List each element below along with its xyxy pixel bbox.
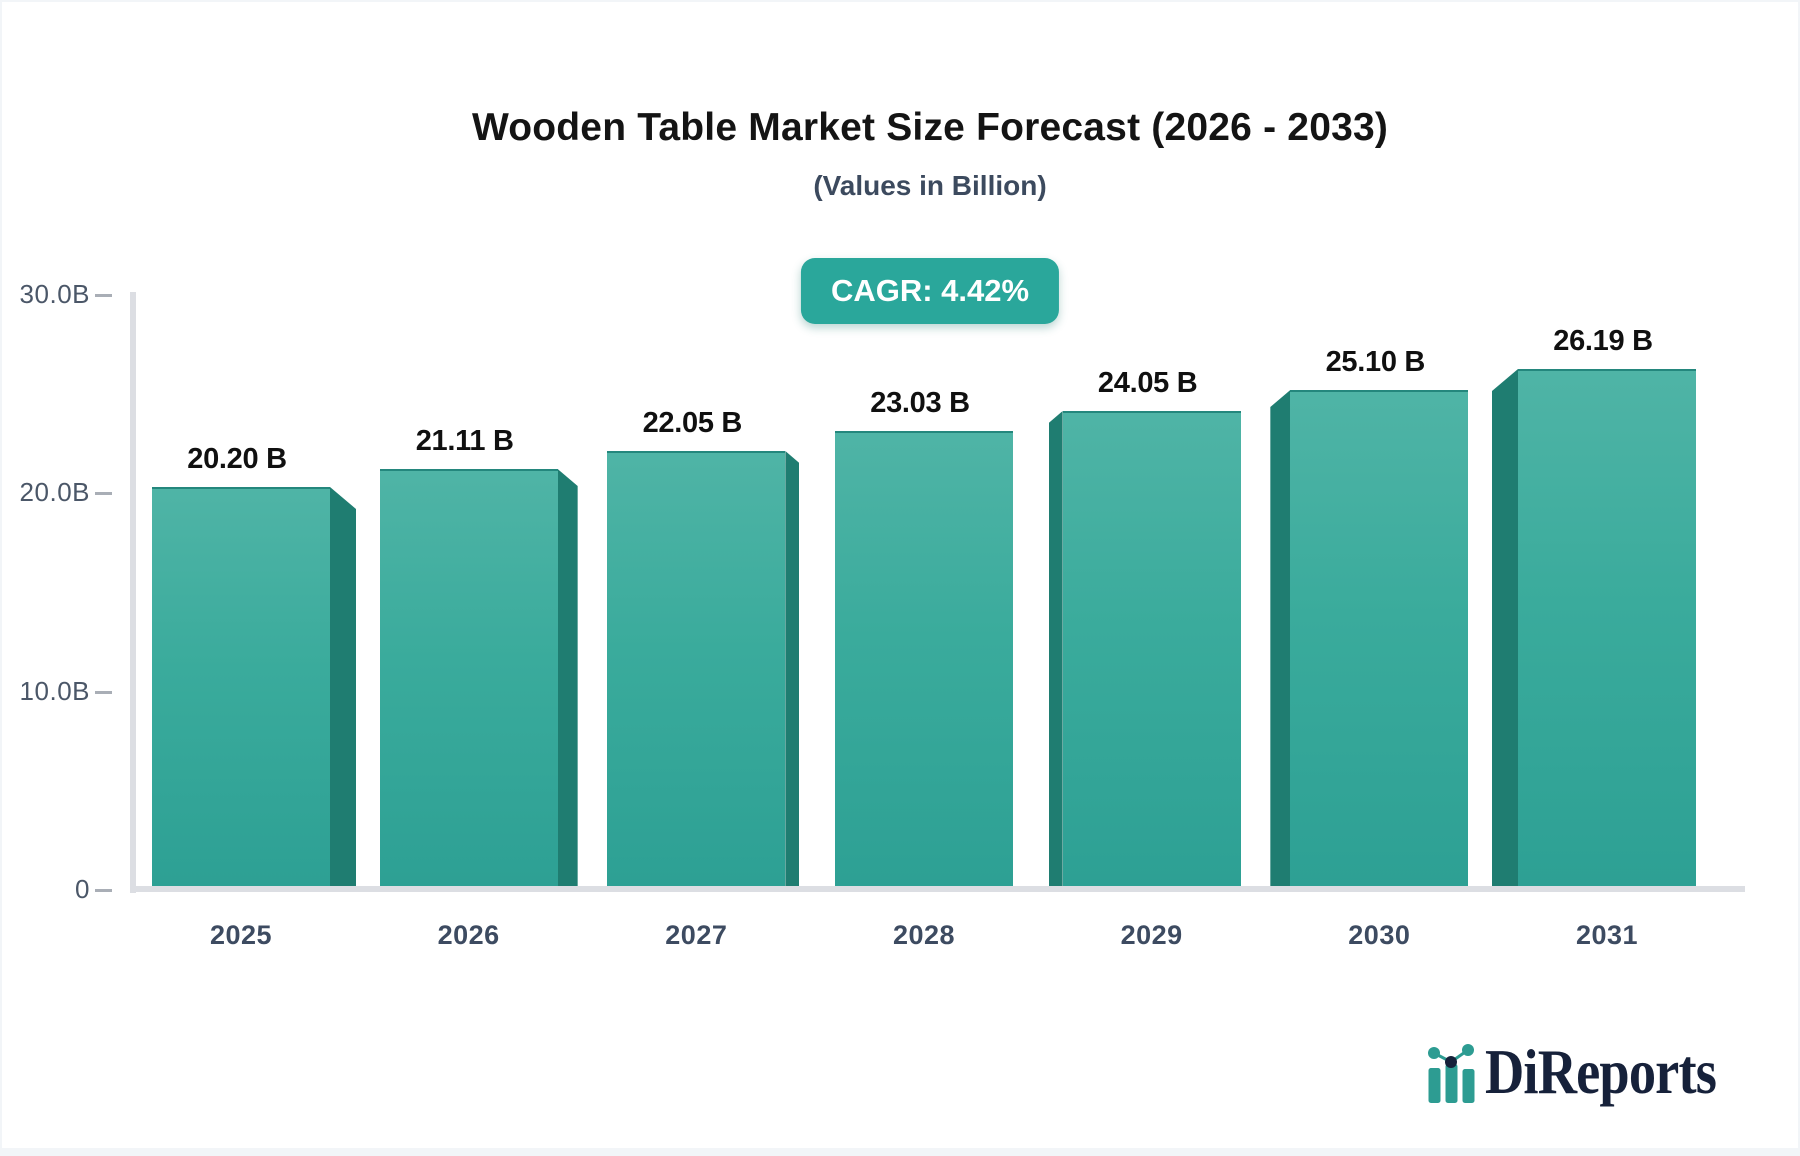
y-axis-tick-label: 30.0B [19, 279, 90, 309]
mini-bar-chart-icon [1428, 1044, 1475, 1103]
chart-title: Wooden Table Market Size Forecast (2026 … [471, 106, 1389, 149]
bar-2028 [835, 431, 1013, 888]
bar-2029 [1048, 411, 1241, 888]
bar-face [379, 469, 558, 888]
x-axis-label-2026: 2026 [437, 920, 500, 950]
x-axis-label-2028: 2028 [892, 920, 956, 950]
bar-value-label: 20.20 B [187, 443, 287, 475]
x-axis-label-2025: 2025 [209, 920, 273, 950]
x-axis-label-2030: 2030 [1348, 920, 1411, 950]
bar-2026 [379, 469, 578, 888]
bar-face [835, 431, 1013, 888]
chart-subtitle: (Values in Billion) [813, 170, 1047, 201]
bar-face [1290, 390, 1469, 888]
bar-value-label: 21.11 B [415, 425, 514, 457]
x-axis-label-2027: 2027 [665, 920, 728, 950]
bar-face [1518, 369, 1696, 888]
bar-2030 [1270, 390, 1469, 888]
bar-side-3d [785, 451, 800, 888]
y-axis-tick-mark [95, 492, 112, 496]
x-axis-label-2029: 2029 [1120, 920, 1183, 950]
y-axis-tick-label: 0 [75, 874, 90, 904]
y-axis-tick-label: 10.0B [19, 675, 90, 706]
bar-side-3d [330, 487, 356, 888]
bar-value-label: 23.03 B [870, 387, 970, 419]
y-axis-tick-mark [95, 294, 112, 297]
cagr-badge: CAGR: 4.42% [800, 258, 1060, 324]
y-axis-tick-mark [95, 889, 112, 892]
bar-side-3d [557, 469, 578, 888]
bar-2027 [607, 451, 800, 888]
bar-side-3d [1048, 411, 1063, 888]
bar-value-label: 22.05 B [642, 407, 743, 439]
x-axis-line [130, 886, 1745, 892]
bar-face [152, 487, 330, 888]
bar-face [1062, 411, 1241, 888]
bar-side-3d [1270, 390, 1291, 888]
direports-logo: DiReports [1427, 1034, 1757, 1104]
bar-value-label: 24.05 B [1097, 367, 1198, 399]
logo-text: DiReports [1485, 1036, 1717, 1107]
bar-value-label: 26.19 B [1553, 325, 1653, 357]
bar-2031 [1492, 369, 1696, 888]
x-axis-label-2031: 2031 [1575, 920, 1639, 950]
y-axis-tick-label: 20.0B [19, 477, 90, 508]
y-axis-line [130, 292, 136, 893]
bar-2025 [152, 487, 356, 888]
bar-value-label: 25.10 B [1325, 346, 1426, 378]
bar-face [607, 451, 786, 888]
y-axis-tick-mark [95, 690, 112, 694]
bar-side-3d [1492, 369, 1518, 888]
